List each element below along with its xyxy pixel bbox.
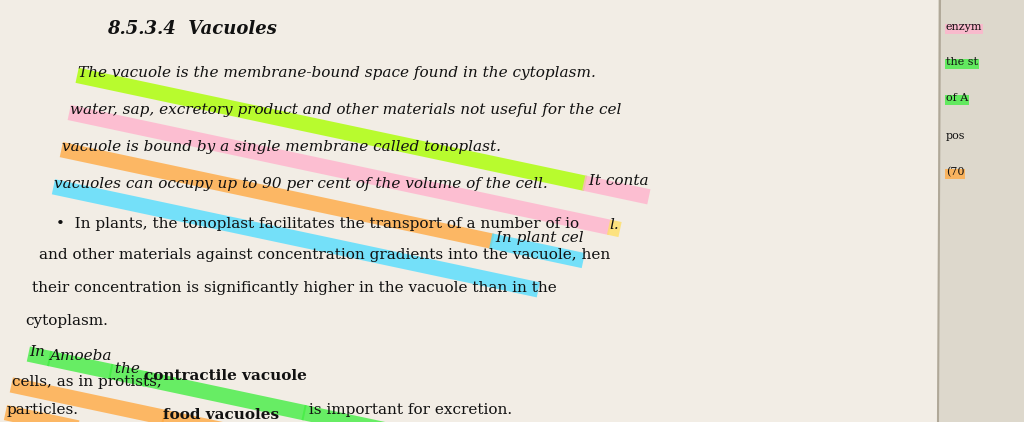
Text: the: the xyxy=(111,362,145,376)
Text: •  In plants, the tonoplast facilitates the transport of a number of io: • In plants, the tonoplast facilitates t… xyxy=(56,216,580,231)
FancyBboxPatch shape xyxy=(52,179,540,298)
Text: cytoplasm.: cytoplasm. xyxy=(26,314,109,327)
Text: contractile vacuole: contractile vacuole xyxy=(144,369,307,383)
Text: enzym: enzym xyxy=(946,22,982,32)
Text: the st: the st xyxy=(946,57,978,68)
FancyBboxPatch shape xyxy=(301,405,510,422)
FancyBboxPatch shape xyxy=(109,364,147,387)
Bar xyxy=(938,0,1024,422)
FancyBboxPatch shape xyxy=(9,377,166,422)
Text: water, sap, excretory product and other materials not useful for the cel: water, sap, excretory product and other … xyxy=(70,103,622,117)
FancyBboxPatch shape xyxy=(142,371,306,420)
Text: Amoeba: Amoeba xyxy=(49,349,112,363)
Text: 8.5.3.4  Vacuoles: 8.5.3.4 Vacuoles xyxy=(108,20,276,38)
Text: vacuole is bound by a single membrane called tonoplast.: vacuole is bound by a single membrane ca… xyxy=(62,140,501,154)
FancyBboxPatch shape xyxy=(4,405,80,422)
Text: (70: (70 xyxy=(946,167,965,177)
FancyBboxPatch shape xyxy=(68,105,612,235)
Text: vacuoles can occupy up to 90 per cent of the volume of the cell.: vacuoles can occupy up to 90 per cent of… xyxy=(54,177,548,191)
Text: is important for excretion.: is important for excretion. xyxy=(304,403,512,417)
FancyBboxPatch shape xyxy=(161,409,280,422)
Text: pos: pos xyxy=(946,131,966,141)
FancyBboxPatch shape xyxy=(582,176,650,204)
Bar xyxy=(945,169,966,179)
Bar xyxy=(945,24,983,33)
Bar xyxy=(945,60,979,69)
Text: of A: of A xyxy=(946,93,969,103)
Text: In: In xyxy=(29,345,50,359)
Text: It conta: It conta xyxy=(585,173,649,187)
Text: food vacuoles: food vacuoles xyxy=(163,408,280,422)
Text: particles.: particles. xyxy=(6,403,78,417)
FancyBboxPatch shape xyxy=(76,68,587,191)
Text: l.: l. xyxy=(609,218,618,232)
FancyBboxPatch shape xyxy=(47,351,114,379)
FancyBboxPatch shape xyxy=(607,219,622,237)
Bar xyxy=(945,95,970,105)
FancyBboxPatch shape xyxy=(27,346,52,366)
Text: and other materials against concentration gradients into the vacuole, hen: and other materials against concentratio… xyxy=(39,248,610,262)
Text: The vacuole is the membrane-bound space found in the cytoplasm.: The vacuole is the membrane-bound space … xyxy=(78,66,596,80)
FancyBboxPatch shape xyxy=(59,142,495,249)
FancyBboxPatch shape xyxy=(489,233,585,268)
Text: their concentration is significantly higher in the vacuole than in the: their concentration is significantly hig… xyxy=(32,281,557,295)
Text: In plant cel: In plant cel xyxy=(492,232,584,246)
Text: cells, as in protists,: cells, as in protists, xyxy=(12,376,167,390)
